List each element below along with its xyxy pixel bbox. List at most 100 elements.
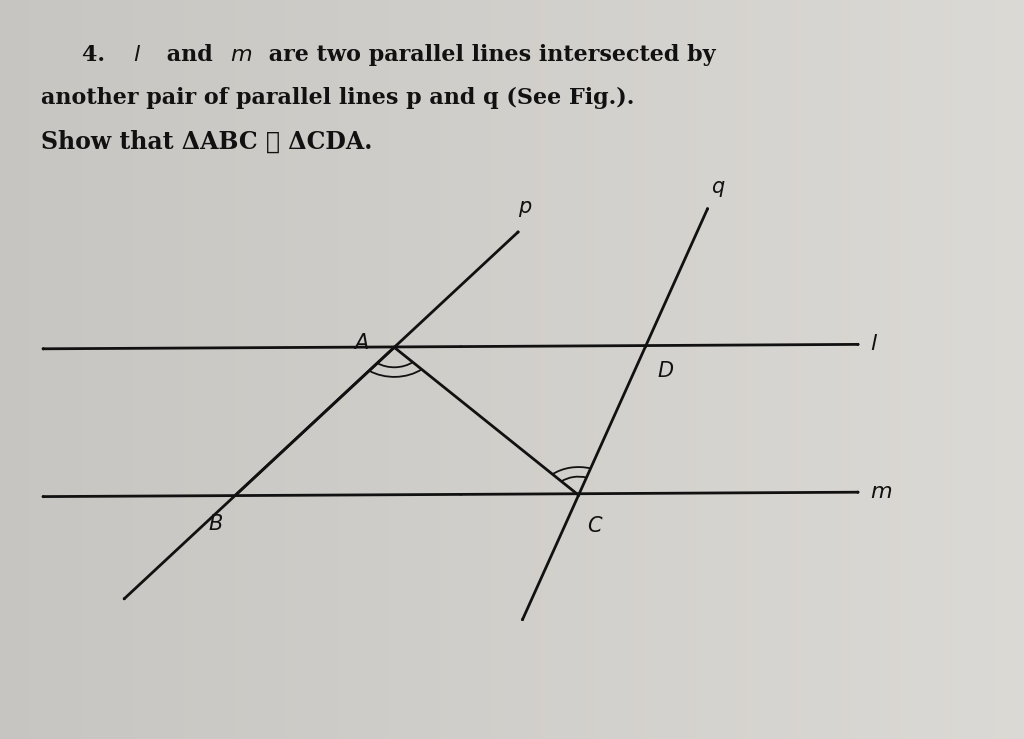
Bar	[563, 0, 573, 739]
Bar	[0, 0, 10, 739]
Text: $p$: $p$	[518, 200, 532, 219]
Bar	[256, 0, 266, 739]
Bar	[410, 0, 420, 739]
Text: another pair of parallel lines p and q (See Fig.).: another pair of parallel lines p and q (…	[41, 87, 634, 109]
Bar	[993, 0, 1004, 739]
Bar	[102, 0, 113, 739]
Bar	[195, 0, 205, 739]
Bar	[543, 0, 553, 739]
Bar	[922, 0, 932, 739]
Bar	[205, 0, 215, 739]
Bar	[737, 0, 748, 739]
Bar	[82, 0, 92, 739]
Bar	[164, 0, 174, 739]
Bar	[727, 0, 737, 739]
Bar	[553, 0, 563, 739]
Bar	[850, 0, 860, 739]
Bar	[440, 0, 451, 739]
Bar	[748, 0, 758, 739]
Bar	[174, 0, 184, 739]
Bar	[471, 0, 481, 739]
Bar	[778, 0, 788, 739]
Bar	[225, 0, 236, 739]
Bar	[860, 0, 870, 739]
Bar	[594, 0, 604, 739]
Bar	[983, 0, 993, 739]
Bar	[625, 0, 635, 739]
Bar	[655, 0, 666, 739]
Bar	[788, 0, 799, 739]
Bar	[614, 0, 625, 739]
Bar	[532, 0, 543, 739]
Bar	[492, 0, 502, 739]
Bar	[768, 0, 778, 739]
Bar	[932, 0, 942, 739]
Text: are two parallel lines intersected by: are two parallel lines intersected by	[261, 44, 716, 67]
Bar	[338, 0, 348, 739]
Text: $A$: $A$	[352, 333, 369, 353]
Bar	[10, 0, 20, 739]
Bar	[819, 0, 829, 739]
Bar	[72, 0, 82, 739]
Bar	[461, 0, 471, 739]
Bar	[870, 0, 881, 739]
Bar	[717, 0, 727, 739]
Bar	[451, 0, 461, 739]
Text: $C$: $C$	[587, 516, 603, 536]
Bar	[287, 0, 297, 739]
Bar	[645, 0, 655, 739]
Bar	[236, 0, 246, 739]
Bar	[369, 0, 379, 739]
Bar	[666, 0, 676, 739]
Bar	[92, 0, 102, 739]
Bar	[113, 0, 123, 739]
Bar	[358, 0, 369, 739]
Text: $B$: $B$	[208, 514, 223, 534]
Text: $l$: $l$	[133, 44, 141, 67]
Bar	[840, 0, 850, 739]
Bar	[911, 0, 922, 739]
Bar	[184, 0, 195, 739]
Bar	[31, 0, 41, 739]
Bar	[481, 0, 492, 739]
Bar	[973, 0, 983, 739]
Text: and: and	[159, 44, 220, 67]
Text: $m$: $m$	[230, 44, 253, 67]
Bar	[51, 0, 61, 739]
Bar	[635, 0, 645, 739]
Text: Show that ΔABC ≅ ΔCDA.: Show that ΔABC ≅ ΔCDA.	[41, 130, 373, 154]
Text: $q$: $q$	[712, 180, 726, 200]
Bar	[215, 0, 225, 739]
Bar	[317, 0, 328, 739]
Bar	[963, 0, 973, 739]
Bar	[307, 0, 317, 739]
Bar	[399, 0, 410, 739]
Bar	[379, 0, 389, 739]
Bar	[41, 0, 51, 739]
Bar	[20, 0, 31, 739]
Bar	[276, 0, 287, 739]
Bar	[696, 0, 707, 739]
Bar	[143, 0, 154, 739]
Bar	[707, 0, 717, 739]
Bar	[573, 0, 584, 739]
Bar	[512, 0, 522, 739]
Bar	[686, 0, 696, 739]
Bar	[154, 0, 164, 739]
Bar	[799, 0, 809, 739]
Bar	[584, 0, 594, 739]
Bar	[328, 0, 338, 739]
Text: 4.: 4.	[82, 44, 113, 67]
Bar	[881, 0, 891, 739]
Text: $D$: $D$	[657, 361, 675, 381]
Bar	[297, 0, 307, 739]
Bar	[123, 0, 133, 739]
Bar	[1004, 0, 1014, 739]
Bar	[522, 0, 532, 739]
Bar	[829, 0, 840, 739]
Bar	[809, 0, 819, 739]
Bar	[1014, 0, 1024, 739]
Bar	[604, 0, 614, 739]
Bar	[133, 0, 143, 739]
Bar	[891, 0, 901, 739]
